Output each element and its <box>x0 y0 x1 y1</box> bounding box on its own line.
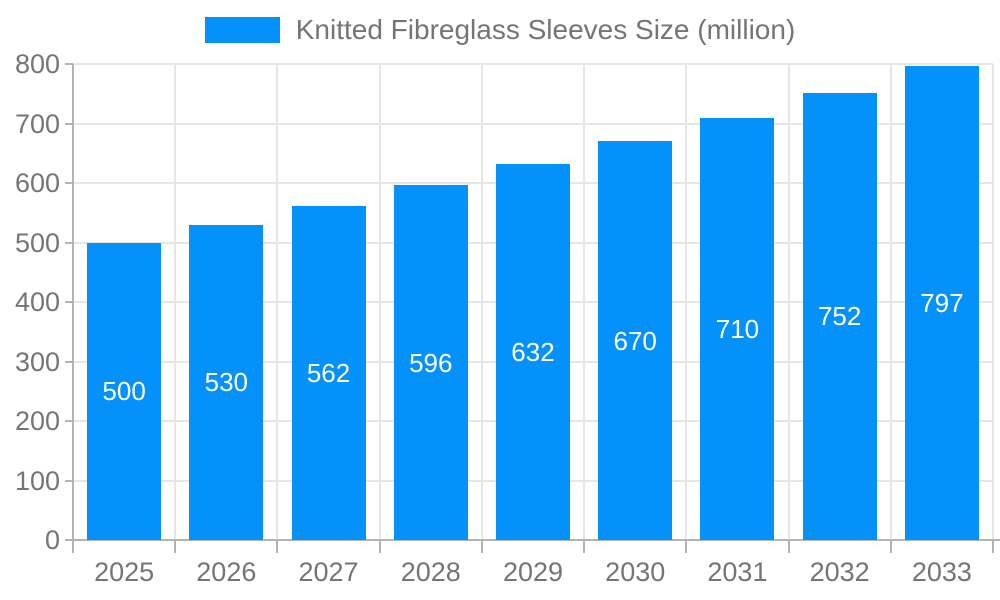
y-axis-label: 400 <box>14 287 60 317</box>
v-gridline <box>787 64 790 540</box>
v-gridline <box>378 64 381 540</box>
x-axis-tick <box>889 540 892 553</box>
y-axis-line <box>72 64 74 553</box>
y-axis-tick <box>65 479 73 482</box>
y-axis-label: 300 <box>14 346 60 377</box>
legend-swatch <box>204 17 280 43</box>
bar-2028[interactable] <box>393 185 468 540</box>
y-axis-tick <box>65 360 73 363</box>
x-axis-tick <box>787 540 790 553</box>
y-axis-label: 700 <box>14 108 60 139</box>
v-gridline <box>480 64 483 540</box>
bar-2026[interactable] <box>189 224 264 540</box>
y-axis-label: 600 <box>14 168 60 198</box>
x-axis-label: 2025 <box>94 557 155 587</box>
x-axis-tick <box>992 540 994 553</box>
x-axis-tick <box>378 540 381 553</box>
bar-2032[interactable] <box>802 92 877 540</box>
v-gridline <box>276 64 279 540</box>
y-axis-tick <box>65 420 73 422</box>
y-axis-label: 800 <box>14 49 60 79</box>
v-gridline <box>889 64 892 540</box>
y-axis-tick <box>65 182 73 184</box>
y-axis-tick <box>65 539 73 541</box>
y-axis-tick <box>65 241 73 244</box>
bar-2027[interactable] <box>291 205 366 540</box>
bar-2030[interactable] <box>598 141 673 540</box>
x-axis-label: 2026 <box>196 557 257 587</box>
v-gridline <box>992 64 994 540</box>
bar-2025[interactable] <box>87 242 162 540</box>
x-axis-label: 2032 <box>809 557 870 587</box>
v-gridline <box>174 64 177 540</box>
x-axis-tick <box>685 540 688 553</box>
v-gridline <box>583 64 586 540</box>
h-gridline <box>73 122 993 125</box>
x-axis-tick <box>583 540 586 553</box>
y-axis-label: 200 <box>14 406 60 436</box>
chart-legend-item[interactable]: Knitted Fibreglass Sleeves Size (million… <box>0 14 1000 46</box>
x-axis-line <box>72 539 1000 541</box>
bar-2033[interactable] <box>904 65 979 540</box>
x-axis-label: 2029 <box>502 557 564 587</box>
y-axis-label: 500 <box>14 227 60 258</box>
x-axis-label: 2031 <box>707 557 768 587</box>
y-axis-tick <box>65 122 73 125</box>
x-axis-tick <box>480 540 483 553</box>
x-axis-label: 2028 <box>400 557 461 587</box>
v-gridline <box>685 64 688 540</box>
legend-label: Knitted Fibreglass Sleeves Size (million… <box>295 14 796 45</box>
y-axis-tick <box>65 63 73 65</box>
bar-2029[interactable] <box>496 163 570 540</box>
y-axis-tick <box>65 301 73 303</box>
bar-2031[interactable] <box>700 117 775 540</box>
x-axis-label: 2030 <box>605 557 666 587</box>
x-axis-label: 2027 <box>298 557 359 587</box>
x-axis-tick <box>276 540 279 553</box>
x-axis-tick <box>174 540 177 553</box>
x-axis-label: 2033 <box>911 557 972 587</box>
y-axis-label: 100 <box>14 465 60 496</box>
h-gridline <box>73 63 993 65</box>
y-axis-label: 0 <box>44 525 60 555</box>
